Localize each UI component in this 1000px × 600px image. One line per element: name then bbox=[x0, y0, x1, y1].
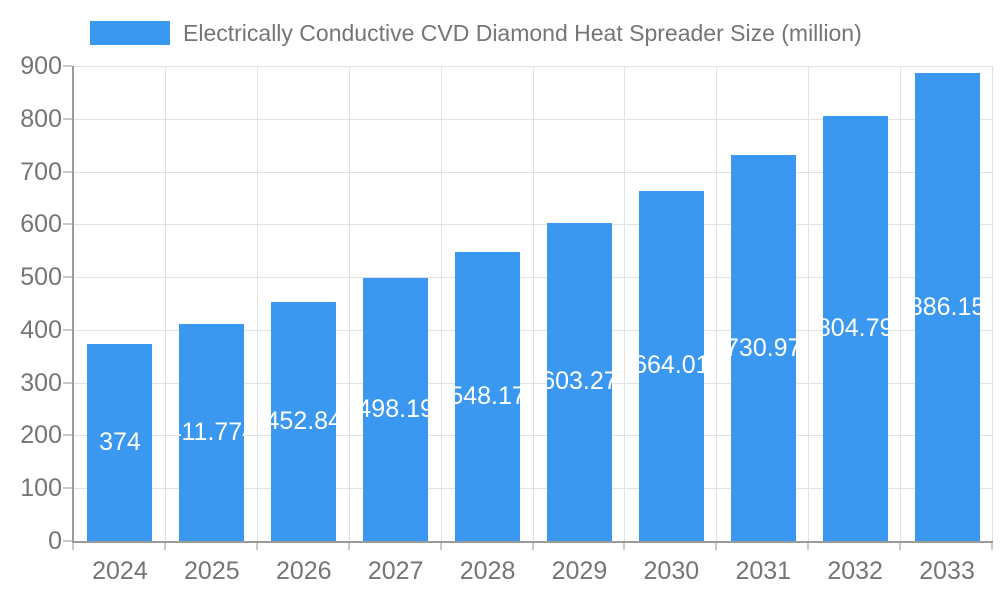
bar-value-label: 498.19 bbox=[363, 395, 429, 424]
bar-2033: 886.15 bbox=[914, 73, 980, 541]
x-axis-tick-label: 2026 bbox=[275, 557, 332, 585]
y-axis-tick bbox=[63, 65, 72, 67]
x-axis-tick bbox=[72, 543, 74, 550]
h-gridline bbox=[74, 382, 993, 384]
y-axis-tick bbox=[63, 540, 72, 542]
legend-swatch bbox=[90, 21, 170, 45]
bar-2024: 374 bbox=[87, 343, 153, 541]
x-axis-tick-label: 2024 bbox=[92, 557, 148, 585]
legend-label: Electrically Conductive CVD Diamond Heat… bbox=[183, 19, 862, 46]
x-axis-tick-label: 2027 bbox=[367, 557, 424, 585]
bar-value-label: 548.17 bbox=[455, 381, 521, 410]
h-gridline bbox=[74, 277, 993, 279]
bar-value-label: 603.27 bbox=[546, 367, 612, 396]
x-axis-tick bbox=[531, 543, 534, 550]
bar-value-label: 886.15 bbox=[914, 292, 980, 321]
bar-value-label: 452.84 bbox=[271, 407, 337, 435]
x-axis-tick bbox=[439, 543, 442, 550]
v-gridline bbox=[348, 66, 350, 541]
x-axis-tick-label: 2033 bbox=[919, 557, 975, 585]
v-gridline bbox=[624, 66, 626, 541]
y-axis-tick bbox=[63, 381, 72, 384]
v-gridline bbox=[992, 66, 993, 541]
h-gridline bbox=[74, 66, 993, 67]
plot-area: 374 411.774 452.84 498.19 548.17 603.27 664.01… bbox=[72, 66, 993, 543]
y-axis-tick bbox=[63, 170, 72, 173]
x-axis-tick bbox=[347, 543, 350, 550]
v-gridline bbox=[256, 66, 258, 541]
y-axis-tick-label: 0 bbox=[48, 527, 62, 555]
y-axis-tick-label: 400 bbox=[20, 315, 62, 344]
bar-2029: 603.27 bbox=[546, 222, 612, 541]
bar-value-label: 804.79 bbox=[822, 314, 888, 343]
y-axis-tick-label: 200 bbox=[20, 421, 62, 450]
legend: Electrically Conductive CVD Diamond Heat… bbox=[90, 20, 862, 47]
x-axis-tick bbox=[255, 543, 258, 550]
y-axis-tick-label: 500 bbox=[20, 263, 62, 292]
legend-item[interactable]: Electrically Conductive CVD Diamond Heat… bbox=[90, 20, 862, 47]
x-axis-tick bbox=[163, 543, 166, 550]
h-gridline bbox=[74, 329, 993, 331]
bar-2028: 548.17 bbox=[455, 251, 521, 541]
bar-2027: 498.19 bbox=[363, 278, 429, 541]
y-axis-tick-label: 700 bbox=[20, 157, 62, 186]
y-axis-tick-label: 900 bbox=[20, 52, 62, 80]
h-gridline bbox=[74, 488, 993, 490]
bar-2025: 411.774 bbox=[179, 323, 245, 541]
h-gridline bbox=[74, 171, 993, 173]
x-axis-tick-label: 2028 bbox=[459, 557, 516, 585]
v-gridline bbox=[716, 66, 718, 541]
h-gridline bbox=[74, 435, 993, 437]
x-axis-tick-label: 2025 bbox=[184, 557, 240, 585]
y-axis-tick-label: 100 bbox=[20, 474, 62, 503]
h-gridline bbox=[74, 224, 993, 226]
x-axis-tick-label: 2030 bbox=[643, 557, 700, 585]
bar-value-label: 664.01 bbox=[638, 351, 704, 380]
bar-2030: 664.01 bbox=[638, 190, 704, 541]
h-gridline bbox=[74, 118, 993, 120]
y-axis-tick-label: 800 bbox=[20, 104, 62, 133]
x-axis-tick-label: 2031 bbox=[735, 557, 792, 585]
y-axis-tick bbox=[63, 117, 72, 120]
bar-value-label: 730.97 bbox=[730, 333, 796, 362]
y-axis-tick bbox=[63, 276, 72, 279]
y-axis-tick-label: 300 bbox=[20, 368, 62, 397]
v-gridline bbox=[808, 66, 810, 541]
v-gridline bbox=[164, 66, 166, 541]
x-axis-tick-label: 2029 bbox=[551, 557, 608, 585]
bar-2032: 804.79 bbox=[822, 116, 888, 541]
bar-2026: 452.84 bbox=[271, 302, 337, 541]
v-gridline bbox=[532, 66, 534, 541]
x-axis-tick bbox=[991, 543, 993, 550]
x-axis-tick bbox=[807, 543, 810, 550]
x-axis-tick-label: 2032 bbox=[827, 557, 883, 585]
v-gridline bbox=[900, 66, 902, 541]
x-axis-tick bbox=[623, 543, 626, 550]
y-axis-tick bbox=[63, 487, 72, 490]
y-axis-tick bbox=[63, 328, 72, 331]
x-axis-tick bbox=[715, 543, 718, 550]
v-gridline bbox=[440, 66, 442, 541]
bar-value-label: 411.774 bbox=[179, 417, 244, 446]
y-axis-tick-label: 600 bbox=[20, 210, 62, 239]
bar-2031: 730.97 bbox=[730, 155, 796, 541]
x-axis-tick bbox=[899, 543, 902, 550]
bar-value-label: 374 bbox=[99, 427, 141, 456]
y-axis-tick bbox=[63, 223, 72, 226]
y-axis-tick bbox=[63, 434, 72, 437]
